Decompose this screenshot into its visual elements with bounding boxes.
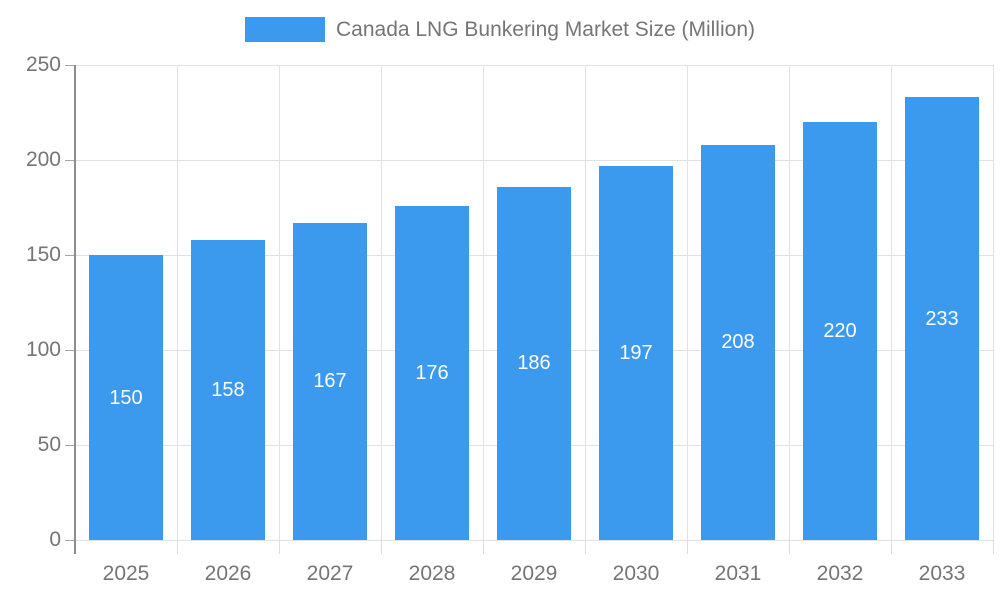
y-gridline	[75, 64, 993, 66]
x-gridline	[278, 65, 280, 540]
x-axis-label: 2026	[204, 562, 252, 585]
x-axis-tick	[890, 540, 892, 554]
bar-2026[interactable]	[191, 239, 265, 540]
bar-value-label: 197	[619, 341, 653, 364]
x-axis-label: 2027	[306, 562, 354, 585]
y-axis-tick	[65, 159, 75, 161]
y-axis-tick	[65, 64, 75, 66]
y-axis-label: 50	[37, 433, 61, 456]
bar-value-label: 220	[823, 320, 857, 342]
bar-value-label: 167	[313, 370, 347, 393]
bar-2029[interactable]	[497, 186, 571, 540]
x-gridline	[482, 65, 484, 540]
y-axis-label: 150	[25, 243, 61, 266]
bar-value-label: 176	[415, 361, 449, 384]
bar-value-label: 158	[211, 378, 245, 401]
y-axis-label: 200	[25, 148, 61, 171]
legend-swatch	[244, 17, 325, 42]
y-gridline	[75, 539, 993, 541]
x-axis-tick	[686, 540, 688, 554]
x-gridline	[686, 65, 688, 540]
x-gridline	[176, 65, 178, 540]
bar-value-label: 233	[925, 307, 959, 330]
x-axis-tick	[176, 540, 178, 554]
x-axis-label: 2030	[612, 562, 660, 585]
x-gridline	[380, 65, 382, 540]
x-axis-tick	[482, 540, 484, 554]
legend-label: Canada LNG Bunkering Market Size (Millio…	[335, 17, 755, 41]
bar-2030[interactable]	[599, 165, 673, 540]
chart-legend-item[interactable]: Canada LNG Bunkering Market Size (Millio…	[0, 17, 1000, 42]
y-axis-tick	[65, 539, 75, 541]
y-axis-line	[74, 65, 76, 554]
y-gridline	[75, 159, 993, 161]
y-axis-label: 0	[49, 528, 61, 551]
x-axis-label: 2031	[714, 562, 762, 585]
bar-2025[interactable]	[89, 255, 163, 540]
y-axis-tick	[65, 349, 75, 351]
x-gridline	[890, 65, 892, 540]
bar-2031[interactable]	[701, 144, 775, 540]
y-axis-label: 250	[25, 53, 61, 76]
y-axis-tick	[65, 254, 75, 256]
x-gridline	[992, 65, 994, 540]
x-axis-tick	[380, 540, 382, 554]
x-axis-label: 2033	[918, 562, 966, 585]
bar-2028[interactable]	[395, 205, 469, 540]
x-axis-tick	[992, 540, 994, 554]
x-gridline	[788, 65, 790, 540]
bar-2033[interactable]	[905, 97, 979, 540]
x-gridline	[584, 65, 586, 540]
x-axis-label: 2025	[102, 562, 150, 585]
y-axis-label: 100	[25, 338, 61, 361]
x-axis-label: 2032	[816, 562, 864, 585]
bar-value-label: 208	[721, 331, 755, 354]
x-axis-tick	[788, 540, 790, 554]
x-axis-label: 2029	[510, 562, 558, 585]
x-axis-label: 2028	[408, 562, 456, 585]
y-axis-tick	[65, 444, 75, 446]
x-axis-tick	[584, 540, 586, 554]
bar-value-label: 186	[517, 352, 551, 375]
bar-2032[interactable]	[803, 122, 877, 540]
bar-value-label: 150	[109, 386, 143, 409]
x-axis-tick	[278, 540, 280, 554]
bar-2027[interactable]	[293, 222, 367, 540]
